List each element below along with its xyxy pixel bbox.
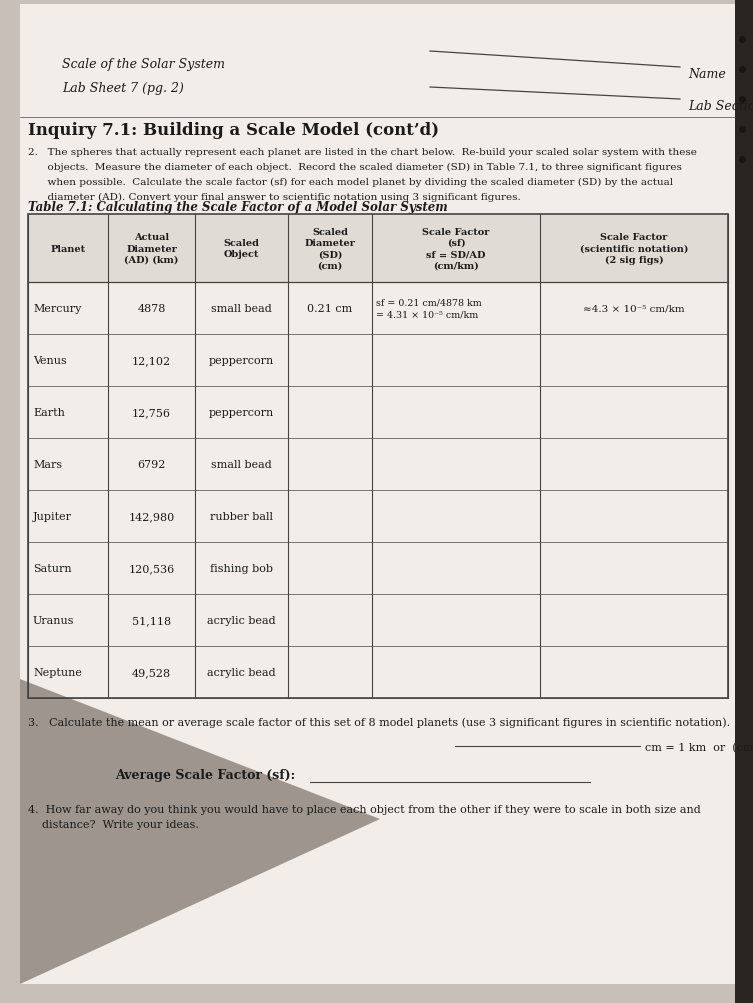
Text: Scale Factor
(scientific notation)
(2 sig figs): Scale Factor (scientific notation) (2 si… — [580, 233, 688, 265]
Text: Inquiry 7.1: Building a Scale Model (cont’d): Inquiry 7.1: Building a Scale Model (con… — [28, 122, 439, 138]
Text: 0.21 cm: 0.21 cm — [307, 304, 352, 314]
Text: 120,536: 120,536 — [128, 564, 175, 574]
Text: 12,102: 12,102 — [132, 356, 171, 366]
Text: small bead: small bead — [211, 304, 272, 314]
Text: peppercorn: peppercorn — [209, 356, 274, 366]
Text: 6792: 6792 — [137, 459, 166, 469]
Text: Mercury: Mercury — [33, 304, 81, 314]
Text: distance?  Write your ideas.: distance? Write your ideas. — [28, 819, 199, 829]
Text: Earth: Earth — [33, 407, 65, 417]
Text: 49,528: 49,528 — [132, 667, 171, 677]
Bar — [28, 215, 728, 698]
Text: Scale Factor
(sf)
sf = SD/AD
(cm/km): Scale Factor (sf) sf = SD/AD (cm/km) — [422, 228, 489, 270]
Text: Table 7.1: Calculating the Scale Factor of a Model Solar System: Table 7.1: Calculating the Scale Factor … — [28, 201, 447, 214]
Text: Mars: Mars — [33, 459, 62, 469]
Bar — [28, 215, 728, 283]
Text: fishing bob: fishing bob — [210, 564, 273, 574]
Text: 3.   Calculate the mean or average scale factor of this set of 8 model planets (: 3. Calculate the mean or average scale f… — [28, 716, 730, 727]
Text: sf = 0.21 cm/4878 km
= 4.31 × 10⁻⁵ cm/km: sf = 0.21 cm/4878 km = 4.31 × 10⁻⁵ cm/km — [376, 298, 482, 319]
Text: objects.  Measure the diameter of each object.  Record the scaled diameter (SD) : objects. Measure the diameter of each ob… — [28, 162, 682, 172]
Text: cm = 1 km  or  (cm/km): cm = 1 km or (cm/km) — [645, 742, 753, 752]
Text: Planet: Planet — [50, 245, 86, 253]
Text: 4.  How far away do you think you would have to place each object from the other: 4. How far away do you think you would h… — [28, 804, 701, 814]
Text: 142,980: 142,980 — [128, 512, 175, 522]
Text: Lab Section: Lab Section — [688, 100, 753, 113]
Text: when possible.  Calculate the scale factor (sf) for each model planet by dividin: when possible. Calculate the scale facto… — [28, 178, 673, 187]
Text: 12,756: 12,756 — [132, 407, 171, 417]
Text: Actual
Diameter
(AD) (km): Actual Diameter (AD) (km) — [124, 233, 178, 265]
Text: Saturn: Saturn — [33, 564, 72, 574]
Text: Lab Sheet 7 (pg. 2): Lab Sheet 7 (pg. 2) — [62, 82, 184, 95]
Text: Scaled
Object: Scaled Object — [224, 239, 260, 259]
Text: Uranus: Uranus — [33, 616, 75, 626]
Polygon shape — [20, 679, 380, 984]
Text: Scaled
Diameter
(SD)
(cm): Scaled Diameter (SD) (cm) — [304, 228, 355, 270]
Text: 51,118: 51,118 — [132, 616, 171, 626]
Text: acrylic bead: acrylic bead — [207, 616, 276, 626]
Text: small bead: small bead — [211, 459, 272, 469]
Text: acrylic bead: acrylic bead — [207, 667, 276, 677]
Text: Neptune: Neptune — [33, 667, 82, 677]
Text: Name: Name — [688, 68, 726, 81]
Text: ≈4.3 × 10⁻⁵ cm/km: ≈4.3 × 10⁻⁵ cm/km — [583, 304, 684, 313]
Bar — [735, 0, 753, 1003]
Text: Scale of the Solar System: Scale of the Solar System — [62, 58, 225, 71]
Text: rubber ball: rubber ball — [210, 512, 273, 522]
Text: diameter (AD). Convert your final answer to scientific notation using 3 signific: diameter (AD). Convert your final answer… — [28, 193, 521, 202]
Text: peppercorn: peppercorn — [209, 407, 274, 417]
Text: Jupiter: Jupiter — [33, 512, 72, 522]
Text: Venus: Venus — [33, 356, 67, 366]
Text: 4878: 4878 — [137, 304, 166, 314]
Text: 2.   The spheres that actually represent each planet are listed in the chart bel: 2. The spheres that actually represent e… — [28, 147, 697, 156]
Text: Average Scale Factor (sf):: Average Scale Factor (sf): — [115, 768, 295, 781]
